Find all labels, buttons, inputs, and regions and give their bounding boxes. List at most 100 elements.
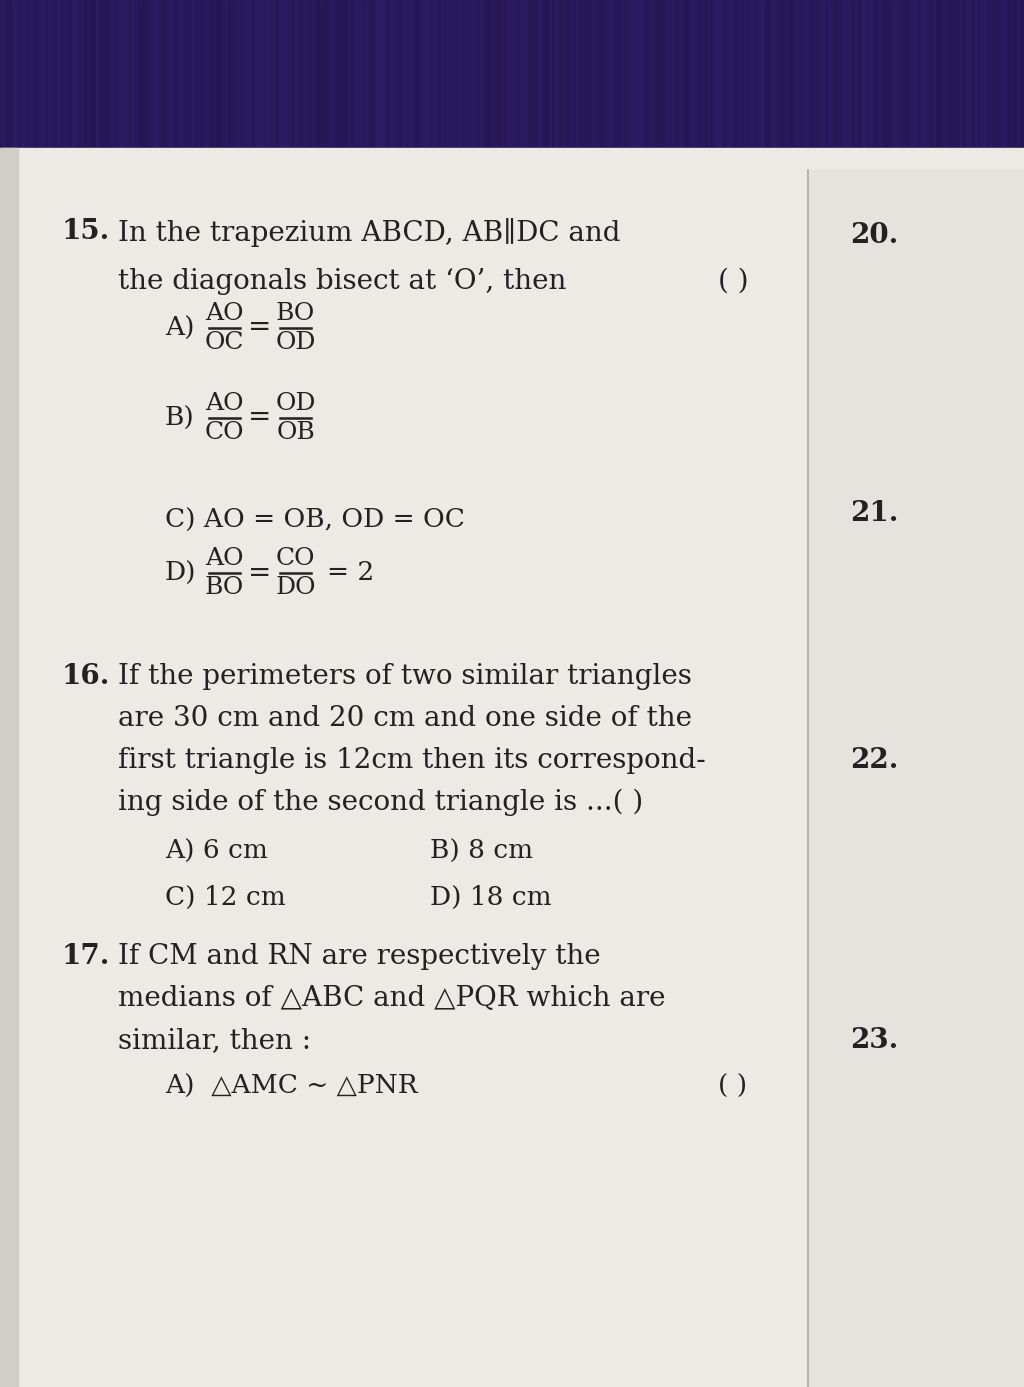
Bar [672,0,674,155]
Bar [99,0,101,155]
Bar [72,0,74,155]
Bar [519,0,521,155]
Text: 22.: 22. [850,748,898,774]
Text: AO: AO [205,393,244,415]
Bar [885,0,887,155]
Bar [567,0,569,155]
Bar [951,0,953,155]
Bar [579,0,581,155]
Bar [552,0,554,155]
Bar [961,0,962,155]
Bar [894,0,896,155]
Bar [690,0,692,155]
Bar [666,0,668,155]
Bar [297,0,299,155]
Bar [963,0,965,155]
Bar [111,0,113,155]
Bar [93,0,95,155]
Bar [669,0,671,155]
Bar [237,0,239,155]
Bar [321,0,323,155]
Bar [225,0,227,155]
Bar [825,0,827,155]
Bar [729,0,731,155]
Bar [246,0,248,155]
Bar [384,0,386,155]
Bar [573,0,575,155]
Text: are 30 cm and 20 cm and one side of the: are 30 cm and 20 cm and one side of the [118,705,692,732]
Bar [705,0,707,155]
Text: B) 8 cm: B) 8 cm [430,839,534,864]
Text: =: = [249,559,271,587]
Text: ( ): ( ) [718,268,749,295]
Bar [537,0,539,155]
Bar [759,0,761,155]
Bar [786,0,788,155]
Bar [609,0,611,155]
Bar [24,0,26,155]
Bar [681,0,683,155]
Bar [513,0,515,155]
Bar [291,0,293,155]
Text: BO: BO [275,302,315,325]
Bar [300,0,302,155]
Bar [282,0,284,155]
Bar [660,0,662,155]
Bar [315,0,317,155]
Bar [936,0,938,155]
Bar [333,0,335,155]
Bar [1002,0,1004,155]
Bar [720,0,722,155]
Bar [231,0,233,155]
Bar [879,0,881,155]
Bar [870,0,872,155]
Bar [114,0,116,155]
Bar [897,0,899,155]
Bar [150,0,152,155]
Bar [771,0,773,155]
Text: DO: DO [275,576,315,599]
Bar [474,0,476,155]
Bar [606,0,608,155]
Bar [318,0,319,155]
Bar [267,0,269,155]
Text: OD: OD [275,393,315,415]
Bar [108,0,110,155]
Bar [927,0,929,155]
Bar [255,0,257,155]
Bar [22,0,23,155]
Bar [12,0,14,155]
Bar [876,0,878,155]
Bar [525,0,527,155]
Bar [945,0,947,155]
Bar [921,0,923,155]
Text: the diagonals bisect at ‘O’, then: the diagonals bisect at ‘O’, then [118,268,566,295]
Bar [687,0,689,155]
Bar [477,0,479,155]
Bar [768,0,770,155]
Bar [756,0,758,155]
Bar [900,0,902,155]
Text: B): B) [165,405,195,430]
Bar [171,0,173,155]
Bar [426,0,428,155]
Bar [105,0,106,155]
Bar [417,0,419,155]
Bar [210,0,212,155]
Bar [1020,0,1022,155]
Bar [975,0,977,155]
Bar [153,0,155,155]
Bar [0,0,2,155]
Bar [792,0,794,155]
Bar [726,0,728,155]
Bar [711,0,713,155]
Bar [3,0,5,155]
Bar [375,0,377,155]
Bar [84,0,86,155]
Bar [558,0,560,155]
Bar [441,0,443,155]
Bar [243,0,245,155]
Bar [462,0,464,155]
Bar [27,0,29,155]
Bar [345,0,347,155]
